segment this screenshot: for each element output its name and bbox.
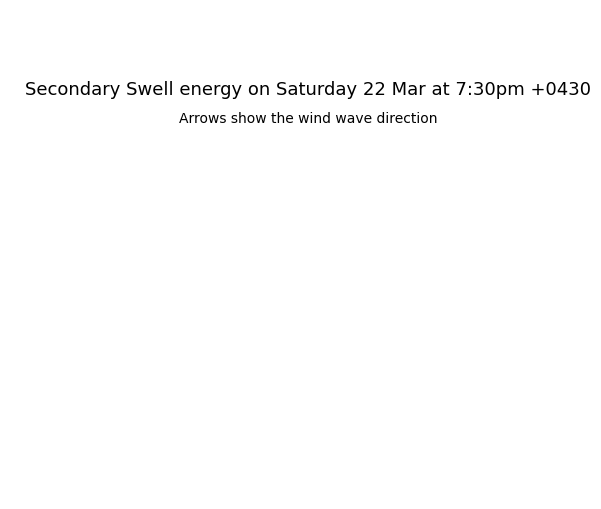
Text: Secondary Swell energy on Saturday 22 Mar at 7:30pm +0430: Secondary Swell energy on Saturday 22 Ma…	[25, 80, 591, 99]
Text: Arrows show the wind wave direction: Arrows show the wind wave direction	[178, 112, 438, 126]
